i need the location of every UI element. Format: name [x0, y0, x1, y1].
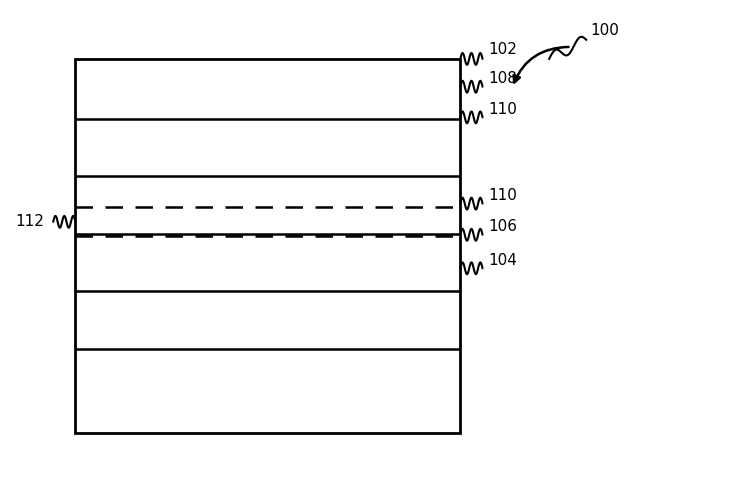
Text: 102: 102 [488, 42, 517, 57]
Text: 110: 110 [488, 188, 517, 203]
Text: 108: 108 [488, 70, 517, 86]
Text: 110: 110 [488, 102, 517, 117]
Text: 100: 100 [590, 23, 619, 38]
Text: 112: 112 [16, 214, 45, 229]
Text: 106: 106 [488, 219, 517, 234]
Bar [75, 59, 461, 433]
Text: 104: 104 [488, 253, 517, 268]
